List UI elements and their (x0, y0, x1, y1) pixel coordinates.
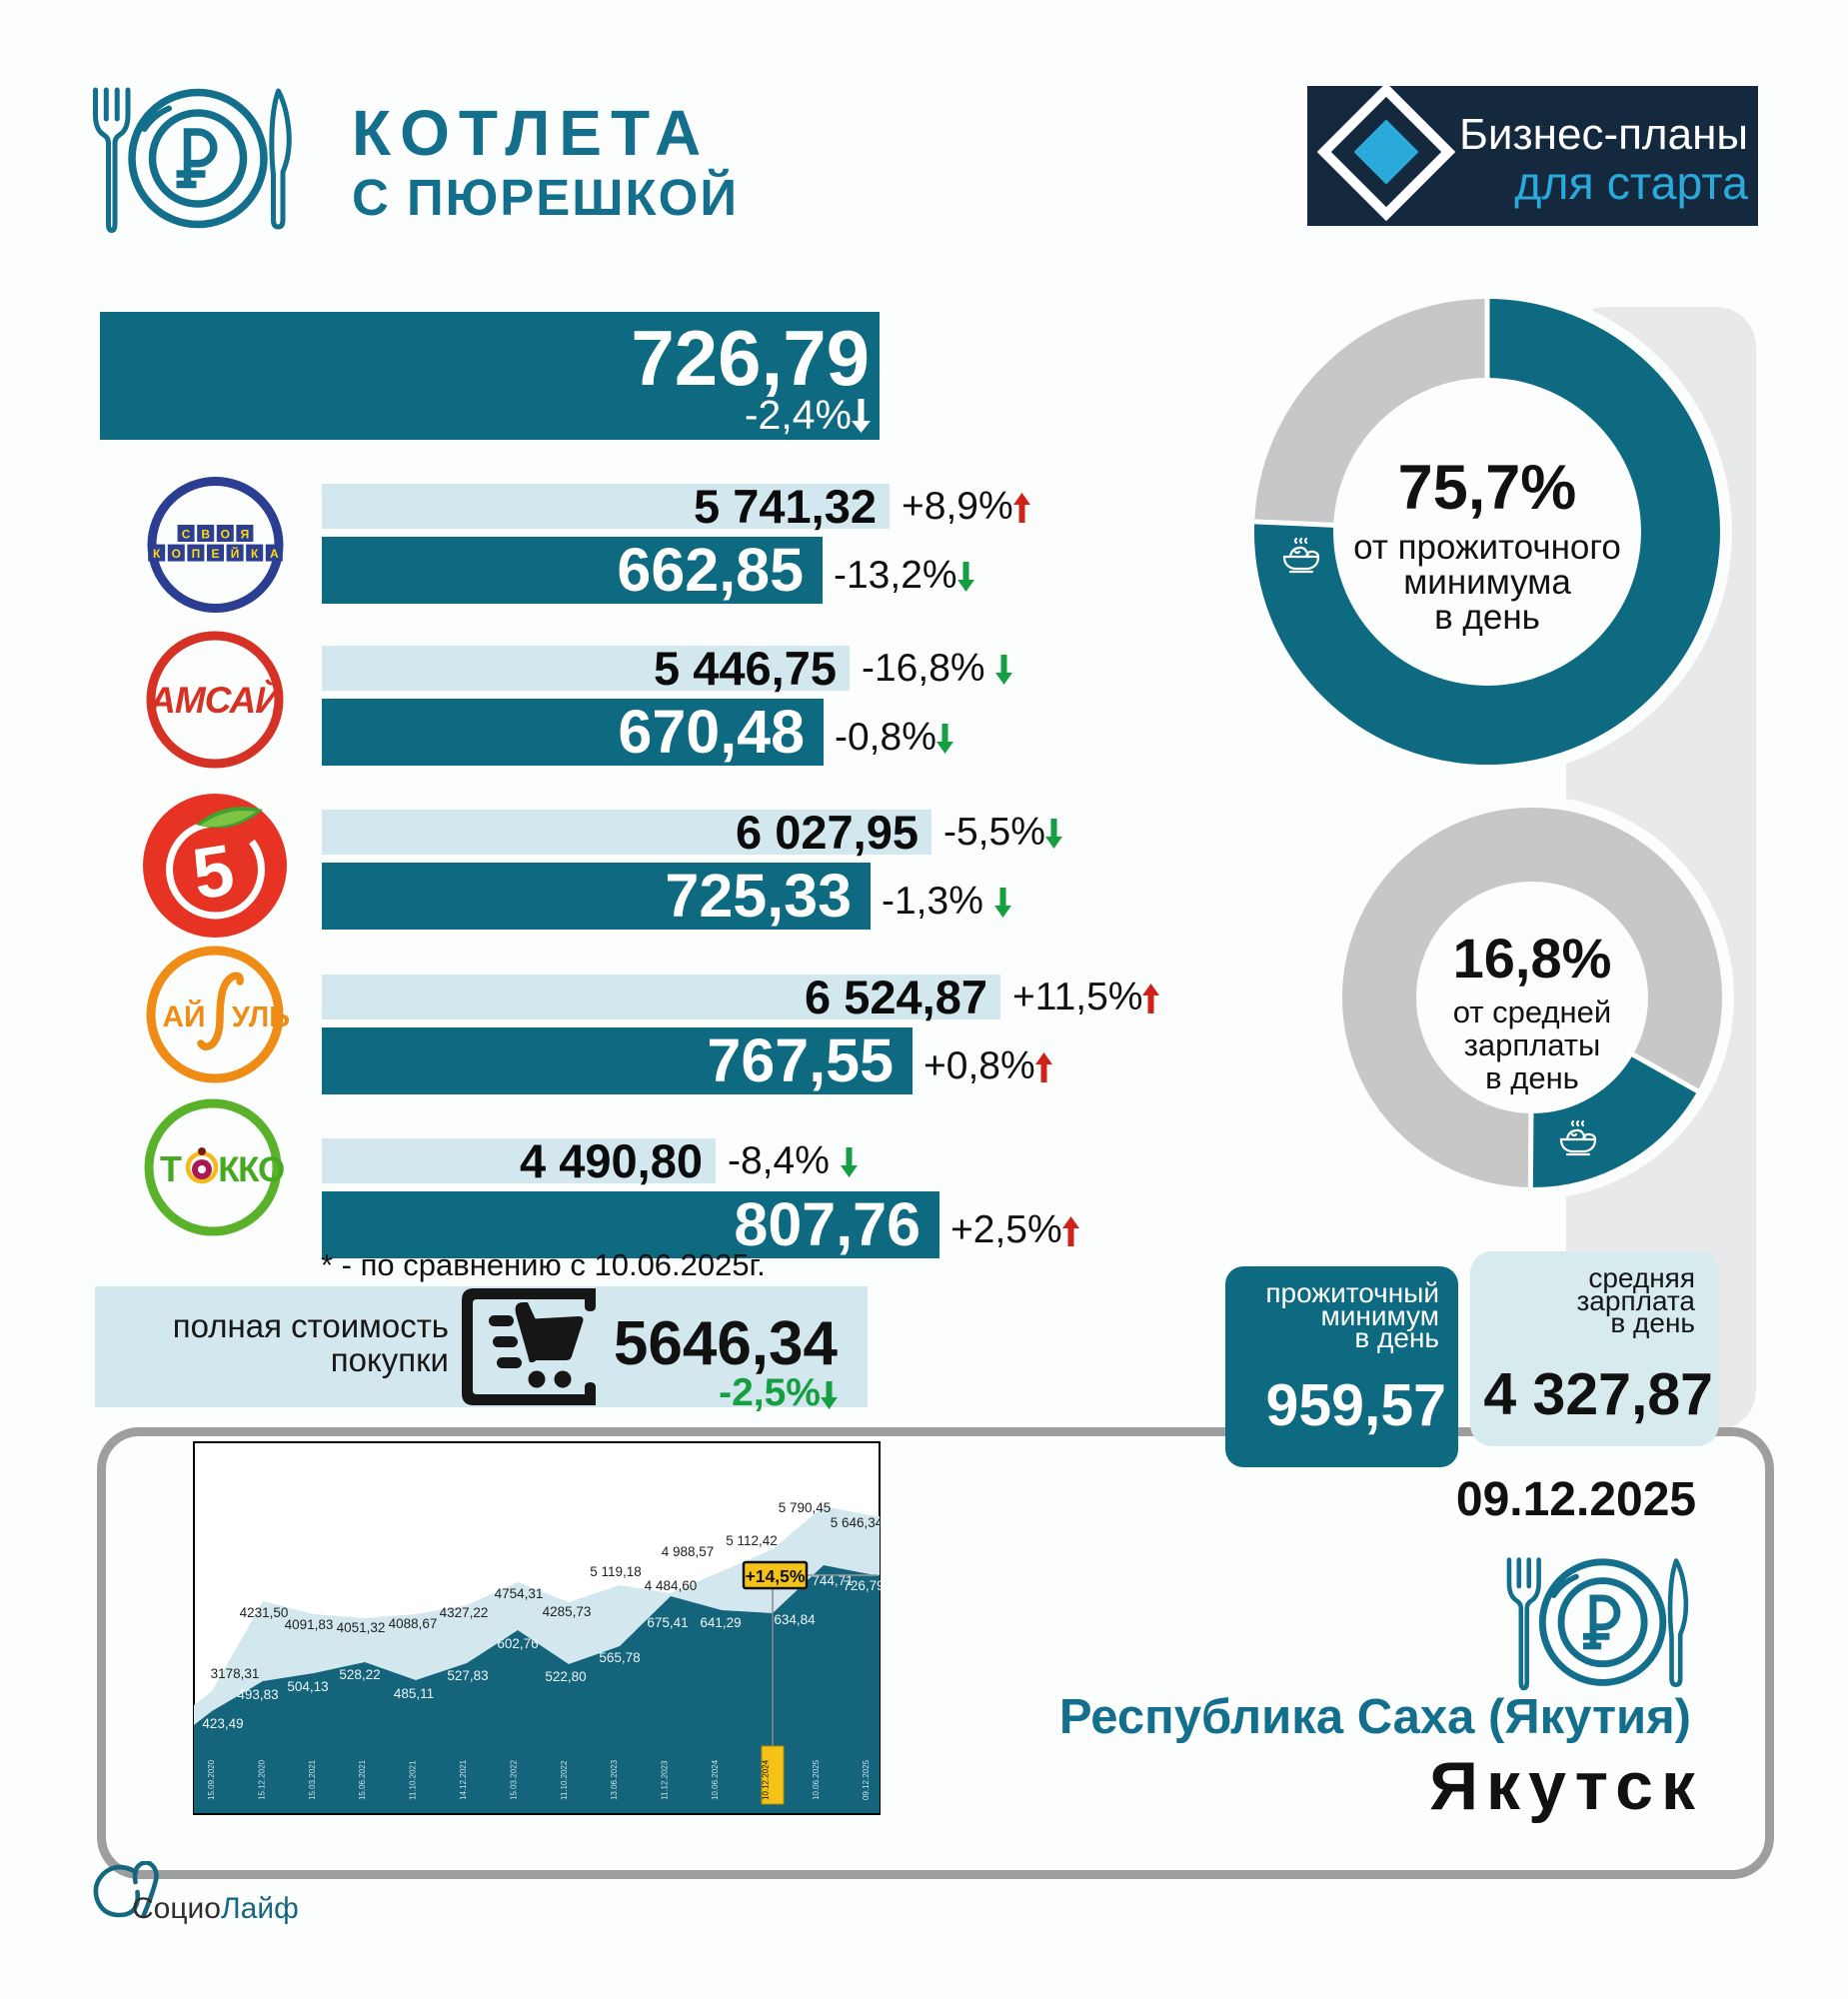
svg-text:СоциоЛайф: СоциоЛайф (132, 1892, 299, 1925)
svg-text:11.10.2021: 11.10.2021 (409, 1760, 418, 1800)
svg-text:В: В (201, 528, 210, 542)
svg-text:14.12.2021: 14.12.2021 (459, 1759, 468, 1800)
svg-text:504,13: 504,13 (287, 1679, 328, 1694)
svg-text:О: О (172, 547, 181, 561)
svg-text:4285,73: 4285,73 (543, 1604, 592, 1619)
svg-text:УЛЬ: УЛЬ (232, 1001, 290, 1033)
svg-text:Бизнес-планы: Бизнес-планы (1459, 110, 1748, 159)
svg-text:5 112,42: 5 112,42 (726, 1533, 778, 1548)
svg-text:15.09.2020: 15.09.2020 (207, 1759, 216, 1800)
svg-text:528,22: 528,22 (339, 1667, 380, 1682)
svg-text:АЙ: АЙ (162, 1000, 205, 1033)
svg-text:5 790,45: 5 790,45 (779, 1500, 832, 1515)
svg-text:ККО: ККО (218, 1150, 284, 1189)
svg-text:641,29: 641,29 (700, 1615, 741, 1630)
svg-text:П: П (192, 547, 201, 561)
svg-text:522,80: 522,80 (545, 1669, 586, 1684)
svg-text:634,84: 634,84 (774, 1612, 816, 1627)
svg-text:4231,50: 4231,50 (240, 1605, 289, 1620)
svg-text:485,11: 485,11 (394, 1686, 434, 1701)
svg-text:4327,22: 4327,22 (440, 1605, 489, 1620)
svg-text:15.06.2021: 15.06.2021 (358, 1759, 367, 1800)
svg-text:10.06.2025: 10.06.2025 (812, 1759, 821, 1800)
svg-text:493,83: 493,83 (237, 1687, 278, 1702)
svg-text:Й: Й (231, 546, 240, 561)
svg-text:Т: Т (160, 1148, 182, 1189)
svg-text:К: К (153, 547, 161, 561)
svg-text:726,79: 726,79 (843, 1578, 881, 1593)
svg-text:527,83: 527,83 (447, 1668, 488, 1683)
svg-text:О: О (221, 528, 230, 542)
svg-text:744,71: 744,71 (812, 1573, 853, 1588)
svg-text:4754,31: 4754,31 (495, 1586, 544, 1601)
svg-text:10.06.2024: 10.06.2024 (711, 1759, 720, 1800)
svg-text:4088,67: 4088,67 (389, 1616, 438, 1631)
svg-text:15.12.2020: 15.12.2020 (257, 1759, 266, 1800)
svg-text:К: К (251, 547, 259, 561)
svg-text:11.12.2023: 11.12.2023 (661, 1760, 670, 1800)
svg-text:423,49: 423,49 (202, 1716, 243, 1731)
svg-text:А: А (270, 547, 279, 561)
svg-text:15.03.2022: 15.03.2022 (509, 1759, 518, 1800)
svg-text:Е: Е (211, 547, 219, 561)
svg-text:+14,5%: +14,5% (746, 1566, 806, 1586)
svg-text:АМСАЙ: АМСАЙ (148, 679, 283, 721)
svg-text:3178,31: 3178,31 (211, 1666, 260, 1681)
svg-text:15.03.2021: 15.03.2021 (308, 1759, 317, 1800)
svg-text:5 119,18: 5 119,18 (590, 1564, 642, 1579)
svg-text:565,78: 565,78 (599, 1650, 640, 1665)
svg-text:Я: Я (241, 528, 250, 542)
svg-text:10.12.2024: 10.12.2024 (761, 1759, 770, 1800)
svg-text:675,41: 675,41 (647, 1615, 688, 1630)
svg-text:11.10.2022: 11.10.2022 (560, 1760, 569, 1800)
svg-text:для старта: для старта (1514, 157, 1748, 209)
svg-text:4051,32: 4051,32 (337, 1620, 386, 1635)
svg-text:С: С (182, 528, 191, 542)
svg-text:5 646,34: 5 646,34 (831, 1515, 881, 1530)
svg-text:13.06.2023: 13.06.2023 (610, 1759, 619, 1800)
svg-text:4 484,60: 4 484,60 (645, 1578, 698, 1593)
svg-text:4 988,57: 4 988,57 (662, 1544, 715, 1559)
svg-text:602,76: 602,76 (497, 1636, 538, 1651)
svg-text:09.12.2025: 09.12.2025 (862, 1759, 871, 1800)
svg-text:4091,83: 4091,83 (285, 1617, 334, 1632)
